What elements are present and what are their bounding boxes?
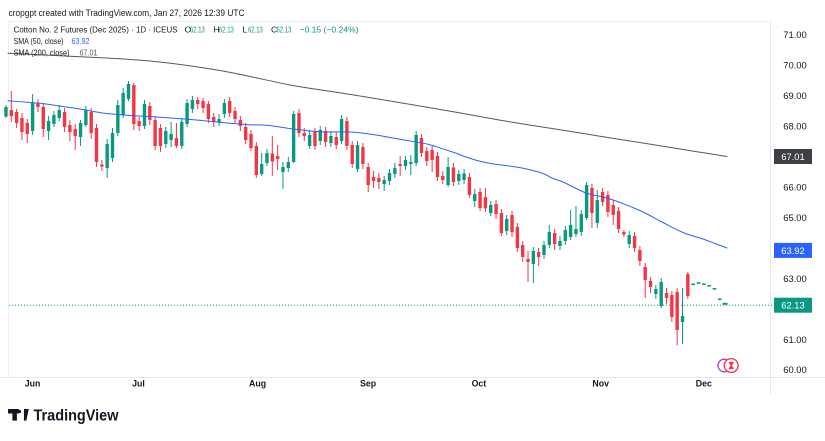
svg-text:60.00: 60.00 [783, 364, 806, 375]
svg-text:C: C [271, 25, 277, 35]
svg-text:Sep: Sep [360, 379, 377, 389]
svg-text:62.13: 62.13 [248, 25, 263, 35]
svg-text:63.92: 63.92 [72, 36, 90, 46]
svg-text:Dec: Dec [696, 379, 712, 389]
svg-text:62.13: 62.13 [781, 300, 804, 311]
svg-text:61.00: 61.00 [783, 334, 806, 345]
svg-text:62.13: 62.13 [277, 25, 292, 35]
svg-text:−0.15 (−0.24%): −0.15 (−0.24%) [300, 25, 359, 35]
svg-text:62.13: 62.13 [190, 25, 205, 35]
svg-text:65.00: 65.00 [783, 212, 806, 223]
svg-text:67.01: 67.01 [80, 48, 98, 58]
svg-text:Nov: Nov [592, 379, 609, 389]
svg-text:63.00: 63.00 [783, 273, 806, 284]
svg-text:Cotton No. 2 Futures (Dec 2025: Cotton No. 2 Futures (Dec 2025) · 1D · I… [14, 25, 178, 35]
svg-text:SMA (50, close): SMA (50, close) [14, 36, 64, 46]
svg-text:H: H [214, 25, 220, 35]
svg-text:Jun: Jun [25, 379, 41, 389]
svg-text:TradingView: TradingView [34, 408, 120, 425]
svg-text:SMA (200, close): SMA (200, close) [14, 48, 70, 58]
svg-text:66.00: 66.00 [783, 182, 806, 193]
svg-text:Oct: Oct [472, 379, 487, 389]
svg-text:L: L [243, 25, 248, 35]
svg-text:Aug: Aug [249, 379, 266, 389]
svg-text:69.00: 69.00 [783, 90, 806, 101]
svg-text:68.00: 68.00 [783, 121, 806, 132]
svg-text:71.00: 71.00 [783, 29, 806, 40]
svg-text:O: O [185, 25, 192, 35]
svg-text:70.00: 70.00 [783, 60, 806, 71]
svg-text:67.01: 67.01 [781, 151, 804, 162]
svg-text:63.92: 63.92 [781, 245, 804, 256]
svg-text:62.13: 62.13 [219, 25, 234, 35]
svg-text:cropgpt created with TradingVi: cropgpt created with TradingView.com, Ja… [9, 8, 246, 18]
svg-text:Jul: Jul [132, 379, 145, 389]
